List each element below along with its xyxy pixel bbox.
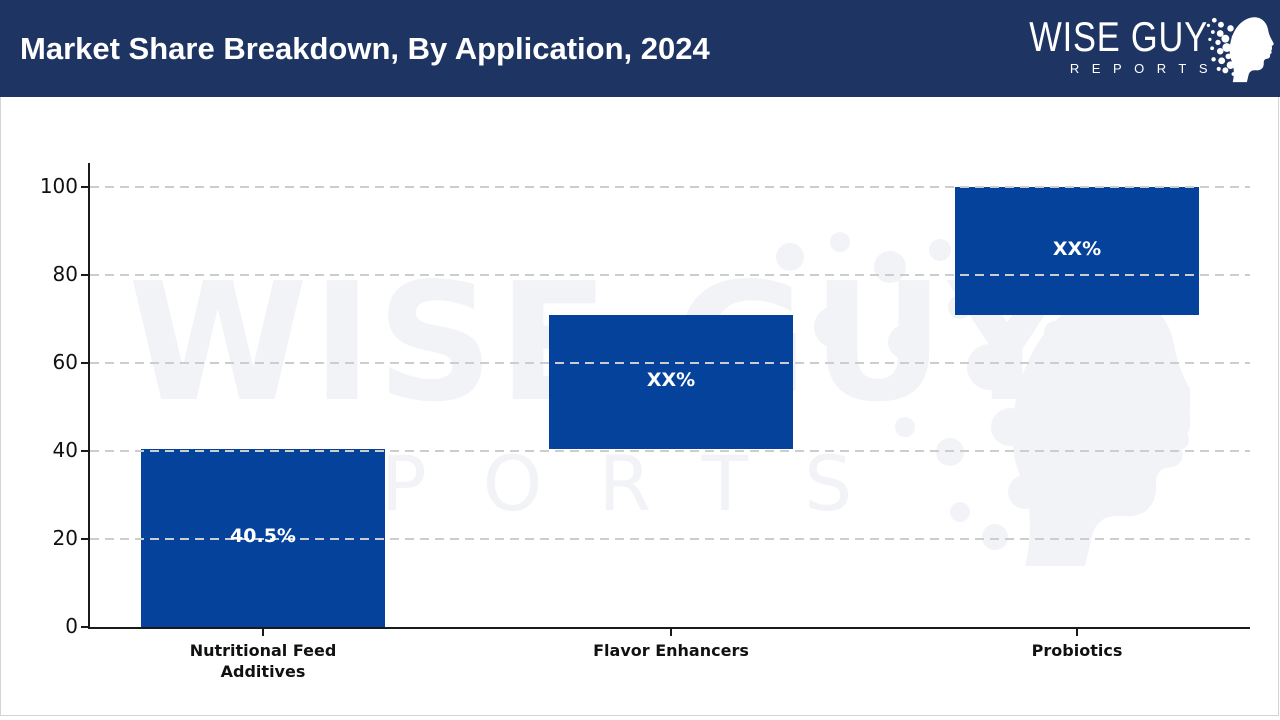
bar-value-label: XX%	[1052, 237, 1102, 260]
y-axis-tick	[81, 450, 88, 452]
y-axis-tick-label: 0	[65, 614, 78, 638]
y-axis-tick	[81, 538, 88, 540]
x-axis-tick	[670, 629, 672, 636]
x-axis-category-label: Probiotics	[1031, 641, 1123, 660]
header: Market Share Breakdown, By Application, …	[0, 0, 1280, 97]
bar-probiotics	[955, 187, 1199, 315]
page-title: Market Share Breakdown, By Application, …	[20, 30, 710, 66]
gridline	[90, 274, 1250, 276]
logo-subtext: REPORTS	[1069, 61, 1220, 76]
wise-guy-logo: WISE GUY REPORTS	[990, 13, 1208, 77]
y-axis-tick-label: 100	[39, 174, 78, 198]
y-axis-line	[88, 163, 90, 629]
chart-canvas-border	[0, 97, 1279, 716]
gridline	[90, 362, 1250, 364]
y-axis-tick	[81, 362, 88, 364]
logo-wordmark: WISE GUY	[1029, 13, 1208, 60]
bar-value-label: XX%	[646, 368, 696, 391]
y-axis-tick-label: 20	[52, 526, 78, 550]
y-axis-tick	[81, 626, 88, 628]
x-axis-line	[88, 627, 1250, 629]
y-axis-tick-label: 60	[52, 350, 78, 374]
gridline	[90, 186, 1250, 188]
x-axis-category-label: Nutritional Feed Additives	[189, 641, 337, 681]
gridline	[90, 450, 1250, 452]
bar-flavor-enhancers	[549, 314, 793, 449]
logo-face-icon	[1206, 17, 1274, 83]
x-axis-tick	[262, 629, 264, 636]
bar-value-label: 40.5%	[230, 524, 296, 547]
watermark-face-icon	[776, 232, 1190, 566]
y-axis-tick	[81, 186, 88, 188]
y-axis-tick	[81, 274, 88, 276]
y-axis-tick-label: 80	[52, 262, 78, 286]
y-axis-tick-label: 40	[52, 438, 78, 462]
x-axis-tick	[1076, 629, 1078, 636]
x-axis-category-label: Flavor Enhancers	[593, 641, 749, 660]
bar-nutritional-feed-additives	[141, 448, 385, 627]
gridline	[90, 538, 1250, 540]
